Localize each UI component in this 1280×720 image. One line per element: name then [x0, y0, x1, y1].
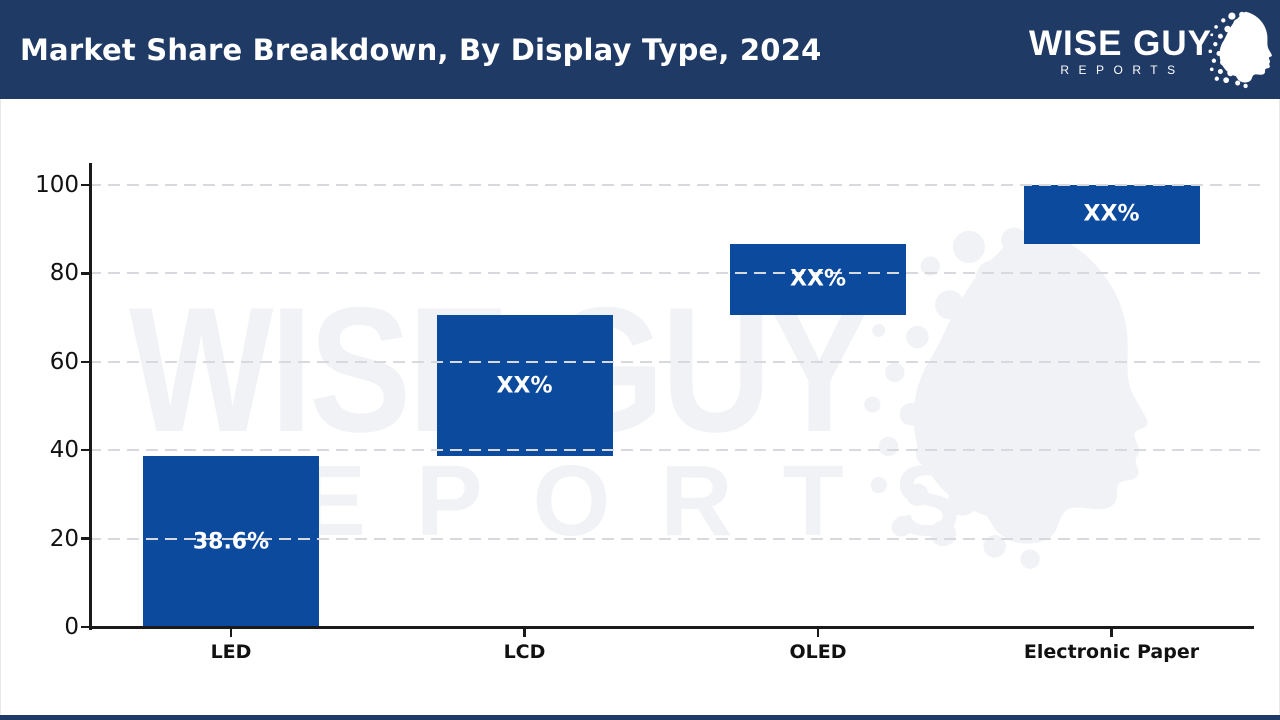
y-axis-line — [89, 162, 92, 630]
gridline-100 — [89, 184, 1263, 186]
logo-text-reports: REPORTS — [1060, 63, 1185, 77]
x-tick-lcd — [523, 629, 526, 637]
x-axis-label-led: LED — [210, 641, 252, 663]
gridline-60 — [89, 360, 1263, 363]
x-axis-label-lcd: LCD — [503, 641, 546, 663]
header: Market Share Breakdown, By Display Type,… — [0, 0, 1280, 99]
x-axis-label-electronic-paper: Electronic Paper — [1023, 641, 1200, 663]
y-tick-label-80: 80 — [49, 260, 79, 287]
logo-face-icon — [1208, 11, 1272, 89]
y-tick-label-40: 40 — [49, 437, 79, 464]
bar-electronic-paper — [1023, 185, 1200, 244]
bar-lcd — [436, 314, 613, 457]
bar-oled — [730, 243, 906, 315]
y-tick-0 — [81, 625, 89, 629]
logo-wordmark: WISE GUY REPORTS — [1029, 26, 1212, 76]
bar-value-label-oled: XX% — [790, 266, 846, 292]
footer-accent-bar — [0, 715, 1280, 720]
gridline-80 — [89, 272, 1263, 275]
x-axis-line — [89, 625, 1254, 629]
wise-guy-logo: WISE GUY REPORTS — [1029, 6, 1278, 96]
y-tick-label-20: 20 — [49, 525, 79, 552]
bar-value-label-electronic-paper: XX% — [1083, 201, 1140, 227]
y-tick-100 — [81, 183, 89, 187]
bar-value-label-lcd: XX% — [496, 373, 553, 399]
gridline-40 — [89, 449, 1263, 452]
y-tick-40 — [81, 448, 89, 452]
y-tick-label-100: 100 — [35, 172, 79, 198]
y-tick-20 — [81, 537, 89, 540]
bar-led — [143, 456, 319, 627]
bar-value-label-led: 38.6% — [192, 529, 270, 555]
chart-area: WISE GUY REPORTS 38.6% LED XX% LCD XX% OLED XX… — [0, 99, 1280, 715]
chart-title: Market Share Breakdown, By Display Type,… — [20, 32, 822, 67]
y-tick-label-0: 0 — [64, 614, 79, 640]
x-tick-led — [229, 629, 233, 637]
y-tick-label-60: 60 — [49, 348, 79, 375]
x-tick-oled — [816, 629, 820, 637]
x-tick-electronic-paper — [1110, 629, 1113, 637]
y-tick-60 — [81, 360, 89, 364]
logo-text-wise-guy: WISE GUY — [1028, 24, 1212, 63]
gridline-20 — [89, 537, 1263, 540]
y-tick-80 — [81, 272, 89, 275]
x-axis-label-oled: OLED — [789, 641, 847, 663]
